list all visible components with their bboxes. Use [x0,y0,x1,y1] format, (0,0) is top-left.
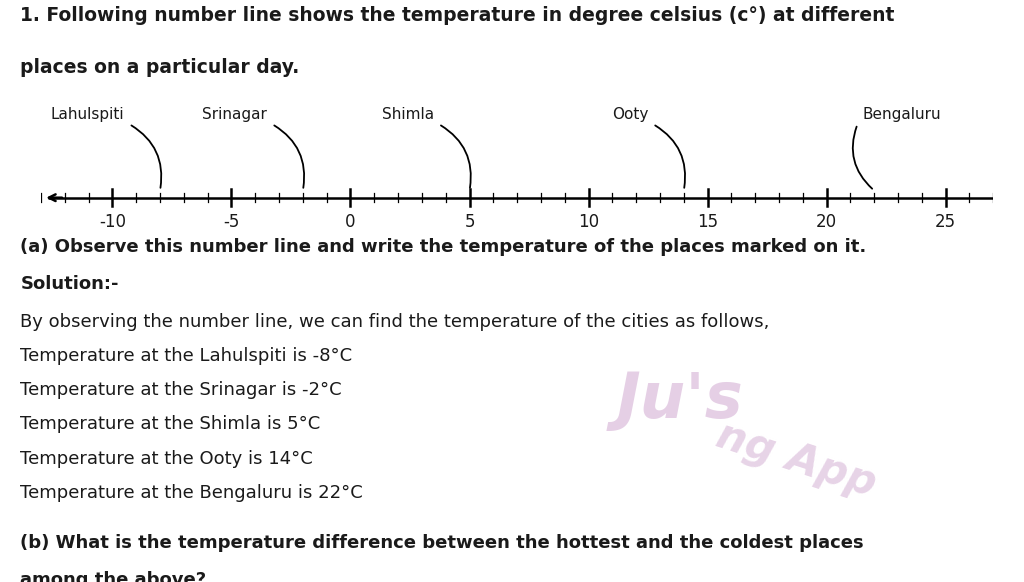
Text: Bengaluru: Bengaluru [862,107,941,122]
Text: Temperature at the Ooty is 14°C: Temperature at the Ooty is 14°C [20,450,313,468]
Text: ng App: ng App [711,414,882,505]
Text: Srinagar: Srinagar [203,107,267,122]
Text: 10: 10 [578,213,599,231]
Text: Ju's: Ju's [616,370,743,431]
Text: Ooty: Ooty [611,107,648,122]
Text: 25: 25 [935,213,956,231]
Text: Lahulspiti: Lahulspiti [50,107,124,122]
Text: Temperature at the Srinagar is -2°C: Temperature at the Srinagar is -2°C [20,381,342,399]
Text: 1. Following number line shows the temperature in degree celsius (c°) at differe: 1. Following number line shows the tempe… [20,6,895,25]
Text: (b) What is the temperature difference between the hottest and the coldest place: (b) What is the temperature difference b… [20,534,864,552]
Text: -5: -5 [223,213,240,231]
Text: Solution:-: Solution:- [20,275,119,293]
Text: 20: 20 [816,213,838,231]
Text: Shimla: Shimla [382,107,434,122]
Text: (a) Observe this number line and write the temperature of the places marked on i: (a) Observe this number line and write t… [20,238,866,256]
Text: 5: 5 [464,213,475,231]
Text: Temperature at the Bengaluru is 22°C: Temperature at the Bengaluru is 22°C [20,484,364,502]
Text: 0: 0 [345,213,355,231]
Text: places on a particular day.: places on a particular day. [20,58,300,77]
Text: Temperature at the Lahulspiti is -8°C: Temperature at the Lahulspiti is -8°C [20,347,352,365]
Text: -10: -10 [99,213,126,231]
Text: 15: 15 [697,213,718,231]
Text: Temperature at the Shimla is 5°C: Temperature at the Shimla is 5°C [20,416,321,434]
Text: among the above?: among the above? [20,571,207,582]
Text: By observing the number line, we can find the temperature of the cities as follo: By observing the number line, we can fin… [20,313,770,331]
